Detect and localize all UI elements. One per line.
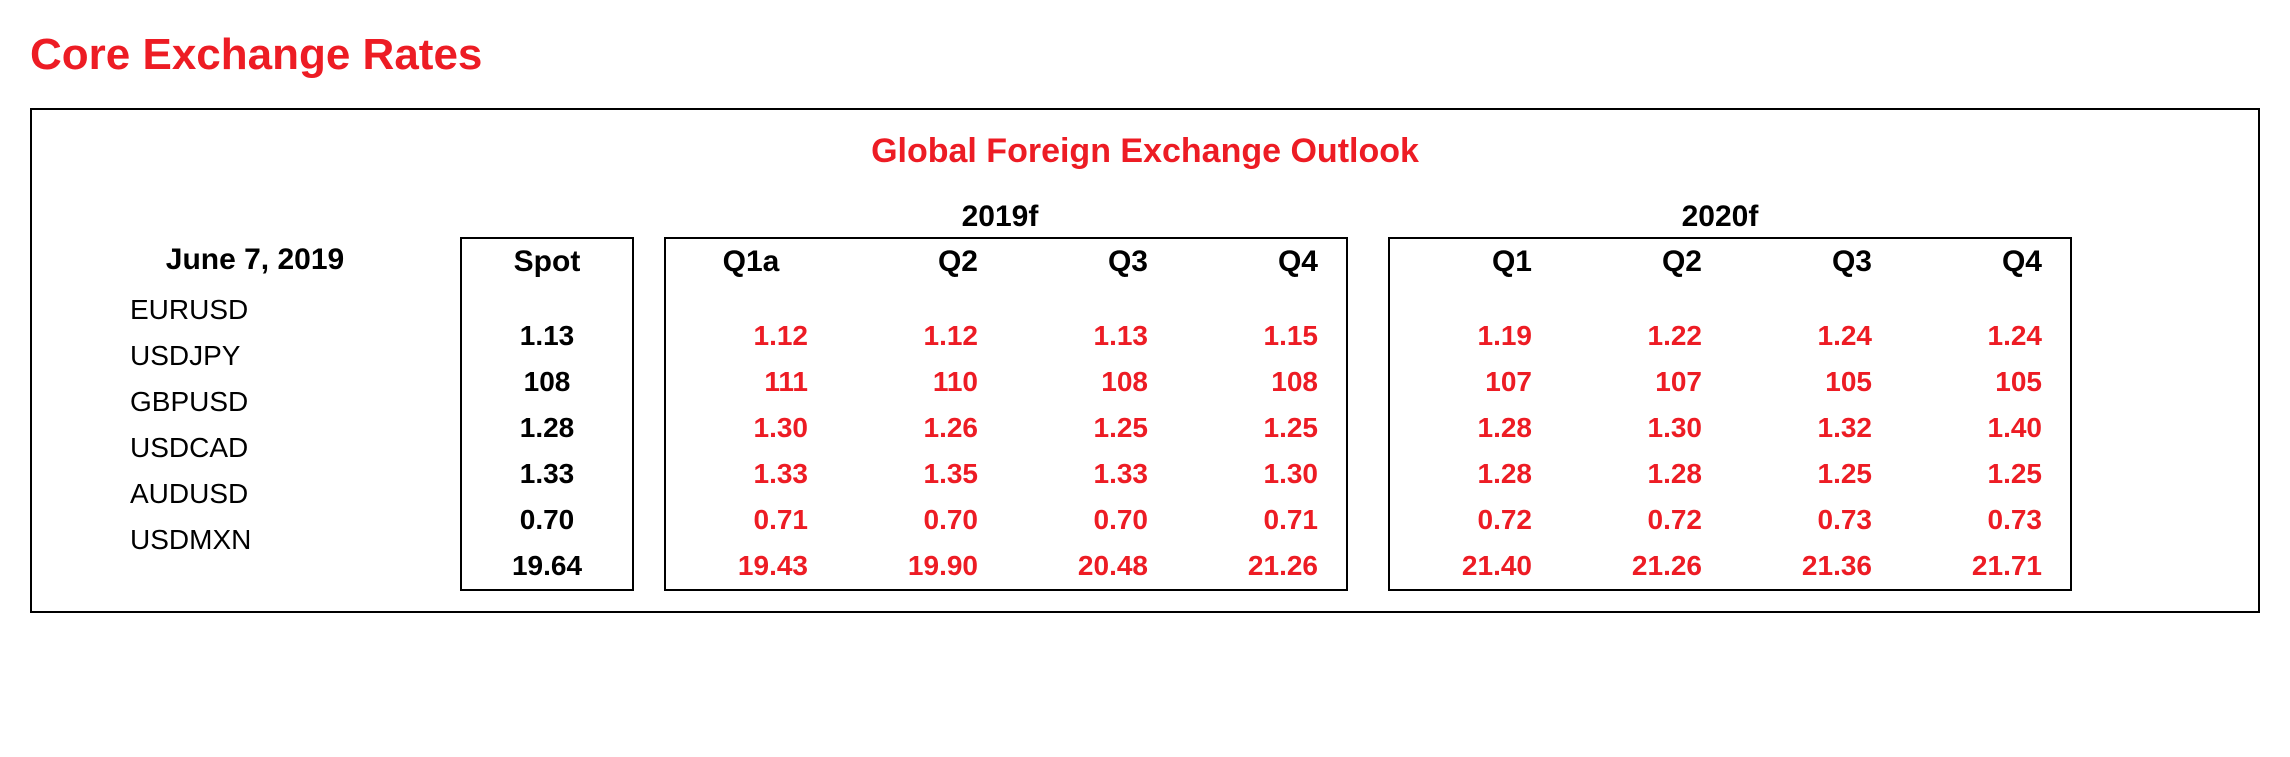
- forecast-cell: 1.19: [1390, 313, 1560, 359]
- forecast-cell: 20.48: [1006, 543, 1176, 589]
- q-header: Q4: [1900, 239, 2070, 289]
- forecast-cell: 111: [666, 359, 836, 405]
- forecast-cell: 0.72: [1390, 497, 1560, 543]
- forecast-cell: 1.30: [1176, 451, 1346, 497]
- forecast-cell: 0.70: [1006, 497, 1176, 543]
- forecast-cell: 1.25: [1176, 405, 1346, 451]
- q-header: Q1a: [666, 239, 836, 289]
- forecast-cell: 105: [1900, 359, 2070, 405]
- spot-value: 1.28: [462, 405, 632, 451]
- forecast-cell: 1.25: [1900, 451, 2070, 497]
- forecast-cell: 1.13: [1006, 313, 1176, 359]
- forecast-cell: 1.22: [1560, 313, 1730, 359]
- forecast-cell: 1.25: [1006, 405, 1176, 451]
- forecast-cell: 21.26: [1560, 543, 1730, 589]
- year-2019-label: 2019f: [660, 197, 1340, 237]
- forecast-cell: 1.28: [1390, 451, 1560, 497]
- forecast-cell: 1.12: [836, 313, 1006, 359]
- spot-value: 1.33: [462, 451, 632, 497]
- outlook-box: Global Foreign Exchange Outlook 2019f 20…: [30, 108, 2260, 613]
- forecast-cell: 1.30: [666, 405, 836, 451]
- spot-column: Spot 1.13 108 1.28 1.33 0.70 19.64: [460, 237, 634, 591]
- forecast-cell: 21.36: [1730, 543, 1900, 589]
- forecast-cell: 1.26: [836, 405, 1006, 451]
- forecast-cell: 1.24: [1900, 313, 2070, 359]
- year-2020-label: 2020f: [1380, 197, 2060, 237]
- forecast-2020-block: Q1 Q2 Q3 Q4 1.19 1.22 1.24 1.24 107 10: [1388, 237, 2072, 591]
- forecast-cell: 108: [1176, 359, 1346, 405]
- forecast-cell: 1.28: [1560, 451, 1730, 497]
- date-label: June 7, 2019: [60, 237, 450, 287]
- forecast-cell: 1.30: [1560, 405, 1730, 451]
- forecast-cell: 19.43: [666, 543, 836, 589]
- q-header: Q2: [836, 239, 1006, 289]
- forecast-cell: 21.26: [1176, 543, 1346, 589]
- forecast-cell: 0.71: [1176, 497, 1346, 543]
- spot-value: 1.13: [462, 313, 632, 359]
- forecast-cell: 1.35: [836, 451, 1006, 497]
- pair-label: USDMXN: [60, 517, 450, 563]
- q-header: Q1: [1390, 239, 1560, 289]
- pair-label: AUDUSD: [60, 471, 450, 517]
- forecast-cell: 21.40: [1390, 543, 1560, 589]
- pair-label: EURUSD: [60, 287, 450, 333]
- pair-label: USDJPY: [60, 333, 450, 379]
- q-header: Q3: [1006, 239, 1176, 289]
- forecast-cell: 0.73: [1900, 497, 2070, 543]
- outlook-title: Global Foreign Exchange Outlook: [60, 132, 2230, 171]
- forecast-cell: 1.33: [666, 451, 836, 497]
- forecast-cell: 19.90: [836, 543, 1006, 589]
- forecast-cell: 1.12: [666, 313, 836, 359]
- forecast-cell: 105: [1730, 359, 1900, 405]
- pair-label: GBPUSD: [60, 379, 450, 425]
- forecast-cell: 108: [1006, 359, 1176, 405]
- spot-header: Spot: [462, 239, 632, 289]
- forecast-cell: 1.25: [1730, 451, 1900, 497]
- forecast-cell: 107: [1560, 359, 1730, 405]
- q-header: Q3: [1730, 239, 1900, 289]
- data-grid: June 7, 2019 EURUSD USDJPY GBPUSD USDCAD…: [60, 237, 2230, 591]
- spot-value: 0.70: [462, 497, 632, 543]
- pair-label: USDCAD: [60, 425, 450, 471]
- forecast-cell: 1.32: [1730, 405, 1900, 451]
- forecast-cell: 21.71: [1900, 543, 2070, 589]
- forecast-cell: 1.40: [1900, 405, 2070, 451]
- forecast-cell: 107: [1390, 359, 1560, 405]
- year-header-row: 2019f 2020f: [60, 197, 2230, 237]
- q-header: Q2: [1560, 239, 1730, 289]
- forecast-cell: 0.72: [1560, 497, 1730, 543]
- forecast-cell: 1.28: [1390, 405, 1560, 451]
- spot-value: 108: [462, 359, 632, 405]
- forecast-cell: 1.33: [1006, 451, 1176, 497]
- q-header: Q4: [1176, 239, 1346, 289]
- forecast-cell: 0.73: [1730, 497, 1900, 543]
- forecast-cell: 1.15: [1176, 313, 1346, 359]
- forecast-cell: 110: [836, 359, 1006, 405]
- spot-value: 19.64: [462, 543, 632, 589]
- forecast-cell: 0.70: [836, 497, 1006, 543]
- forecast-2019-block: Q1a Q2 Q3 Q4 1.12 1.12 1.13 1.15 111: [664, 237, 1348, 591]
- forecast-cell: 1.24: [1730, 313, 1900, 359]
- page-title: Core Exchange Rates: [30, 30, 2260, 80]
- forecast-cell: 0.71: [666, 497, 836, 543]
